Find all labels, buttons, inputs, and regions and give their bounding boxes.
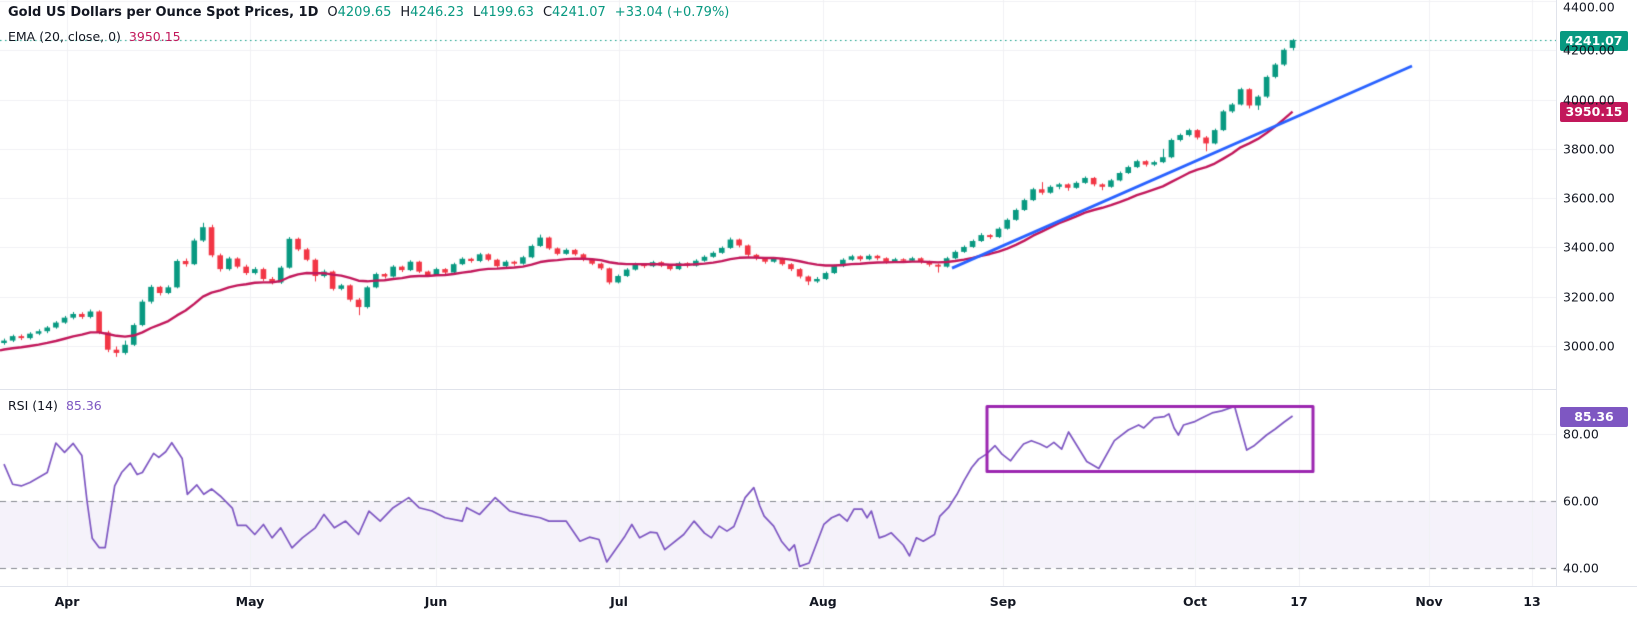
ema-value: 3950.15: [128, 29, 181, 44]
price-axis-label: 3800.00: [1563, 141, 1615, 157]
price-axis-label: 3600.00: [1563, 190, 1615, 206]
rsi-axis-label: 80.00: [1563, 426, 1599, 442]
time-axis-label: Aug: [809, 594, 837, 609]
symbol-title: Gold US Dollars per Ounce Spot Prices, 1…: [8, 5, 319, 20]
pane-separator[interactable]: [0, 389, 1637, 390]
price-axis[interactable]: 4241.07 3950.15 85.36 4400.00 4200.00 4000…: [1556, 0, 1637, 586]
price-axis-label: 4200.00: [1563, 42, 1615, 58]
time-axis-label: Apr: [54, 594, 80, 609]
ema-indicator-legend[interactable]: EMA (20, close, 0) 3950.15: [8, 29, 181, 44]
rsi-pane-canvas[interactable]: [0, 389, 1556, 586]
price-axis-label: 4400.00: [1563, 0, 1615, 15]
symbol-legend[interactable]: Gold US Dollars per Ounce Spot Prices, 1…: [8, 5, 729, 20]
time-axis-label: Jul: [610, 594, 628, 609]
rsi-value-badge: 85.36: [1560, 406, 1628, 427]
ohlc-high: H4246.23: [400, 5, 464, 20]
ohlc-low: L4199.63: [472, 5, 534, 20]
last-price-badge: 4241.07: [1560, 30, 1628, 51]
price-axis-label: 3000.00: [1563, 338, 1615, 354]
time-axis-label: Sep: [989, 594, 1017, 609]
rsi-value: 85.36: [65, 398, 102, 413]
price-axis-label: 3400.00: [1563, 239, 1615, 255]
time-axis-label: 13: [1523, 594, 1541, 609]
time-axis-separator: [0, 586, 1637, 587]
ohlc-close: C4241.07: [542, 5, 606, 20]
ohlc-open: O4209.65: [327, 5, 392, 20]
rsi-axis-label: 60.00: [1563, 493, 1599, 509]
rsi-label: RSI (14): [8, 398, 58, 413]
time-axis-label: Oct: [1182, 594, 1208, 609]
time-axis-label: Nov: [1415, 594, 1443, 609]
main-price-pane-canvas[interactable]: [0, 0, 1556, 389]
time-axis[interactable]: Apr May Jun Jul Aug Sep Oct 17 Nov 13: [0, 587, 1637, 620]
rsi-axis-label: 40.00: [1563, 560, 1599, 576]
price-change: +33.04 (+0.79%): [614, 5, 730, 20]
rsi-indicator-legend[interactable]: RSI (14) 85.36: [8, 398, 102, 413]
ema-value-badge: 3950.15: [1560, 102, 1628, 123]
time-axis-label: 17: [1290, 594, 1308, 609]
time-axis-label: May: [235, 594, 265, 609]
price-axis-label: 4000.00: [1563, 92, 1615, 108]
price-axis-label: 3200.00: [1563, 289, 1615, 305]
ema-label: EMA (20, close, 0): [8, 29, 121, 44]
time-axis-label: Jun: [424, 594, 448, 609]
